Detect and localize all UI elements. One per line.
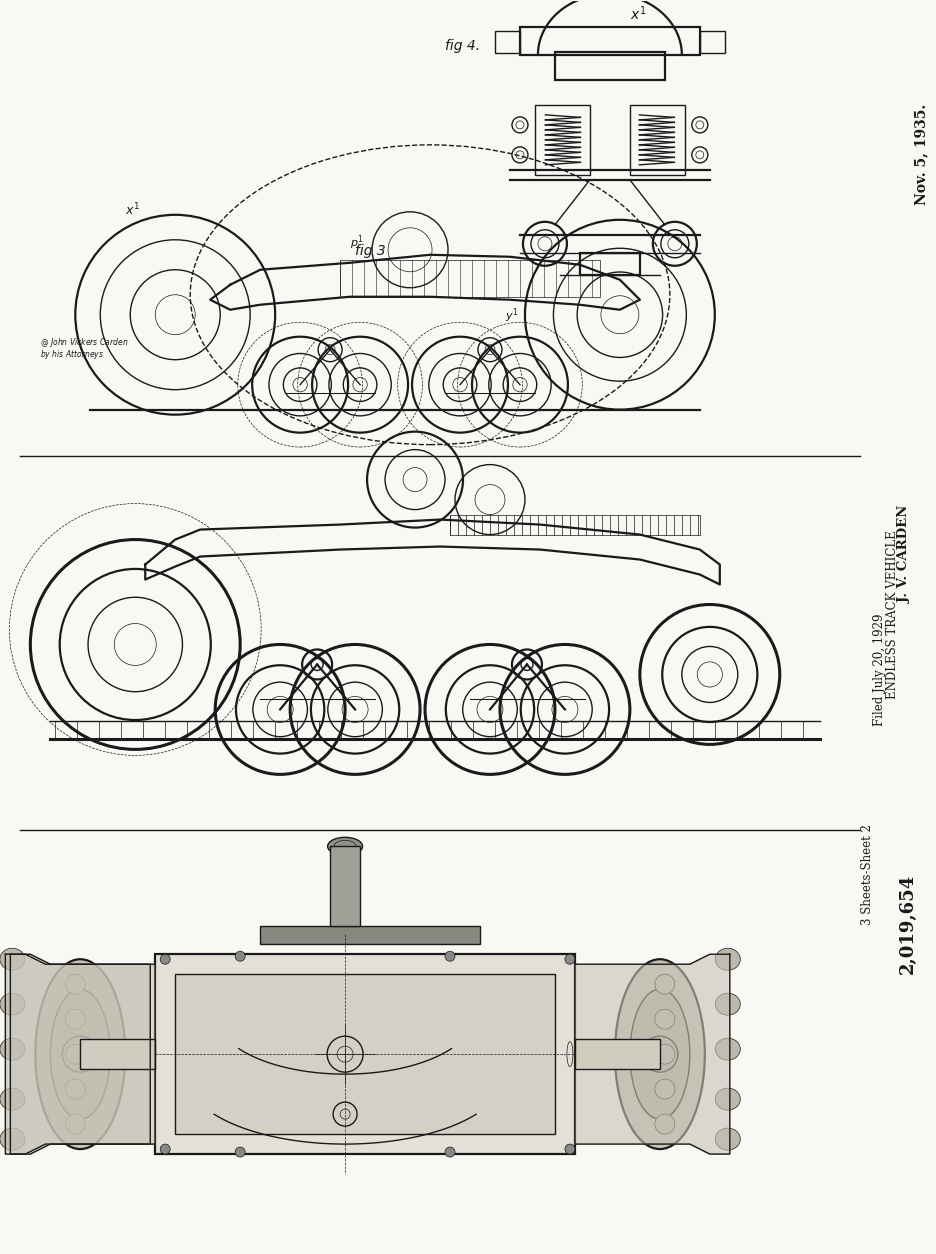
Ellipse shape (0, 1088, 25, 1110)
Ellipse shape (714, 1088, 739, 1110)
Circle shape (235, 952, 245, 962)
Circle shape (445, 1147, 455, 1157)
Bar (80, 1040, 155, 1070)
Text: $\mathit{by\ his\ Attorneys}$: $\mathit{by\ his\ Attorneys}$ (40, 347, 104, 361)
Polygon shape (6, 954, 150, 1154)
Bar (534, 105, 590, 174)
Circle shape (160, 954, 170, 964)
Ellipse shape (629, 989, 689, 1119)
Circle shape (445, 952, 455, 962)
Ellipse shape (714, 948, 739, 971)
Text: ENDLESS TRACK VEHICLE: ENDLESS TRACK VEHICLE (885, 530, 899, 698)
Ellipse shape (714, 1038, 739, 1060)
Ellipse shape (714, 1129, 739, 1150)
Polygon shape (575, 954, 729, 1154)
Circle shape (564, 1144, 575, 1154)
Ellipse shape (0, 948, 25, 971)
Text: J. V. CARDEN: J. V. CARDEN (898, 505, 910, 603)
Bar (329, 846, 359, 927)
Bar (519, 26, 699, 55)
Ellipse shape (66, 1080, 85, 1099)
Bar (175, 974, 554, 1134)
Circle shape (235, 1147, 245, 1157)
Ellipse shape (36, 959, 125, 1149)
Bar (699, 31, 724, 53)
Ellipse shape (66, 1045, 85, 1065)
Text: Filed July 20, 1929: Filed July 20, 1929 (872, 613, 885, 726)
Bar (260, 927, 479, 944)
Ellipse shape (654, 1080, 674, 1099)
Bar (494, 31, 519, 53)
Ellipse shape (654, 974, 674, 994)
Text: fig 4.: fig 4. (445, 39, 479, 53)
Ellipse shape (0, 993, 25, 1016)
Bar (449, 514, 699, 534)
Circle shape (564, 954, 575, 964)
Bar (554, 51, 665, 80)
Circle shape (160, 1144, 170, 1154)
Ellipse shape (66, 974, 85, 994)
Text: fig 3: fig 3 (355, 243, 386, 258)
Ellipse shape (66, 1009, 85, 1030)
Polygon shape (10, 954, 155, 1154)
Bar (579, 253, 639, 275)
Bar (340, 260, 599, 297)
Bar (629, 105, 684, 174)
Ellipse shape (654, 1114, 674, 1134)
Ellipse shape (714, 993, 739, 1016)
Ellipse shape (0, 1129, 25, 1150)
Ellipse shape (654, 1045, 674, 1065)
Ellipse shape (654, 1009, 674, 1030)
Ellipse shape (51, 989, 110, 1119)
Bar (575, 1040, 659, 1070)
Ellipse shape (0, 1038, 25, 1060)
Text: $\mathit{@\ John\ Vickers\ Carden}$: $\mathit{@\ John\ Vickers\ Carden}$ (40, 336, 128, 349)
Text: $p^1$: $p^1$ (350, 233, 363, 252)
Ellipse shape (328, 838, 362, 855)
Bar (155, 954, 575, 1154)
Text: 2,019,654: 2,019,654 (898, 874, 915, 974)
Text: 3 Sheets-Sheet 2: 3 Sheets-Sheet 2 (860, 824, 873, 924)
Text: $y^1$: $y^1$ (505, 306, 518, 325)
Text: $x^1$: $x^1$ (125, 201, 140, 218)
Ellipse shape (66, 1114, 85, 1134)
Ellipse shape (614, 959, 704, 1149)
Text: Nov. 5, 1935.: Nov. 5, 1935. (914, 104, 928, 206)
Text: $x^1$: $x^1$ (629, 4, 646, 23)
